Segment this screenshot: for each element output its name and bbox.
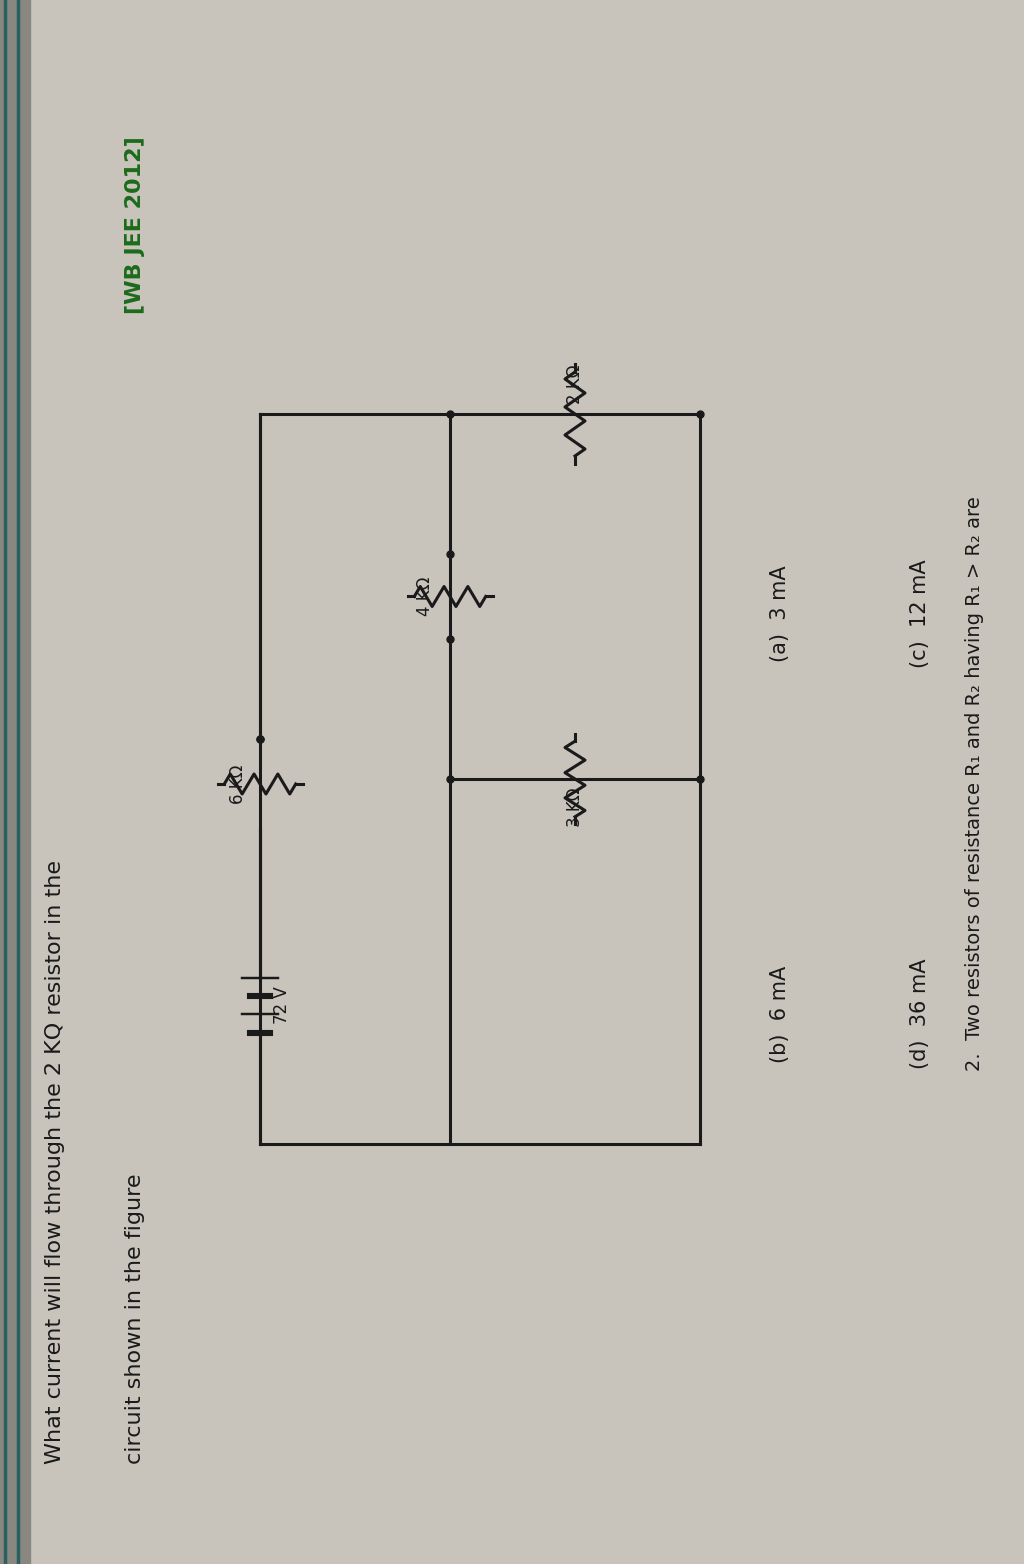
Text: 3 KΩ: 3 KΩ [566,787,584,827]
Text: 2 KΩ: 2 KΩ [566,364,584,404]
Text: What current will flow through the 2 KQ resistor in the: What current will flow through the 2 KQ … [45,860,65,1464]
Text: 2.  Two resistors of resistance R₁ and R₂ having R₁ > R₂ are: 2. Two resistors of resistance R₁ and R₂… [966,497,984,1071]
Text: 6 KΩ: 6 KΩ [229,765,247,804]
Text: (c)  12 mA: (c) 12 mA [910,560,930,668]
Text: (b)  6 mA: (b) 6 mA [770,965,790,1062]
Text: [WB JEE 2012]: [WB JEE 2012] [125,136,145,314]
Text: 72 V: 72 V [273,987,291,1024]
Text: (a)  3 mA: (a) 3 mA [770,566,790,662]
Text: circuit shown in the figure: circuit shown in the figure [125,1173,145,1464]
Bar [0,0,30,1564]
Text: (d)  36 mA: (d) 36 mA [910,959,930,1070]
Text: 4 KΩ: 4 KΩ [416,577,434,616]
